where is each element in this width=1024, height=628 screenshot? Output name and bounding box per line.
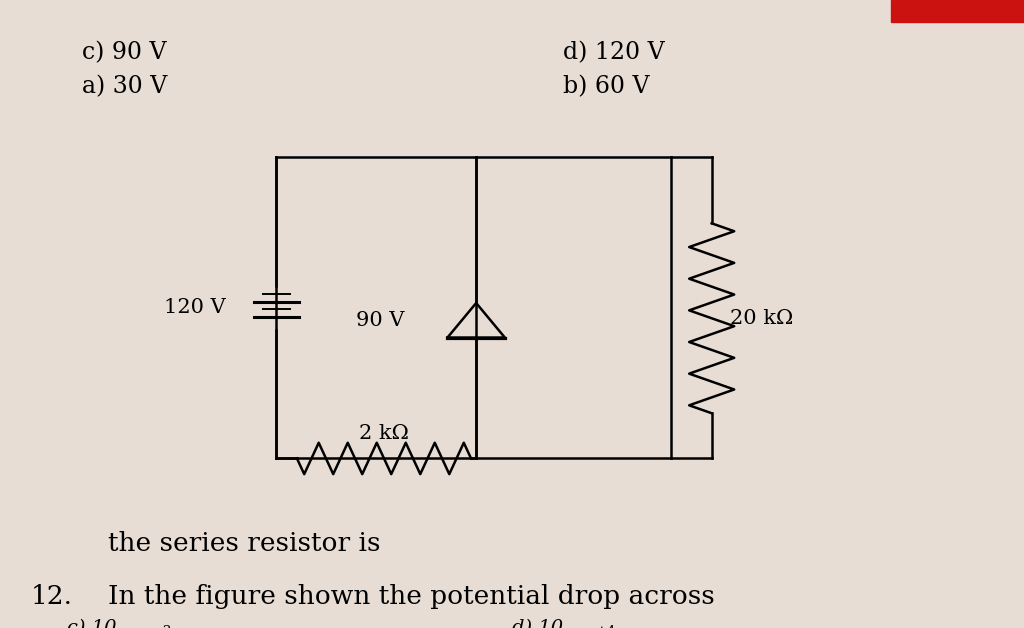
Text: b) 60 V: b) 60 V [563, 75, 649, 99]
Text: −3: −3 [152, 625, 172, 628]
Text: +4: +4 [596, 625, 616, 628]
Text: 90 V: 90 V [356, 311, 404, 330]
Text: 20 kΩ: 20 kΩ [730, 309, 794, 328]
Text: a) 30 V: a) 30 V [82, 75, 167, 99]
Text: In the figure shown the potential drop across: In the figure shown the potential drop a… [108, 584, 715, 609]
Bar [891, 0, 1024, 22]
Text: 2 kΩ: 2 kΩ [359, 424, 409, 443]
Text: 12.: 12. [31, 584, 73, 609]
Text: c) 90 V: c) 90 V [82, 41, 167, 64]
Text: 120 V: 120 V [164, 298, 225, 317]
Text: d) 10: d) 10 [512, 619, 563, 628]
Text: the series resistor is: the series resistor is [108, 531, 380, 556]
Text: c) 10: c) 10 [67, 619, 116, 628]
Text: d) 120 V: d) 120 V [563, 41, 665, 64]
